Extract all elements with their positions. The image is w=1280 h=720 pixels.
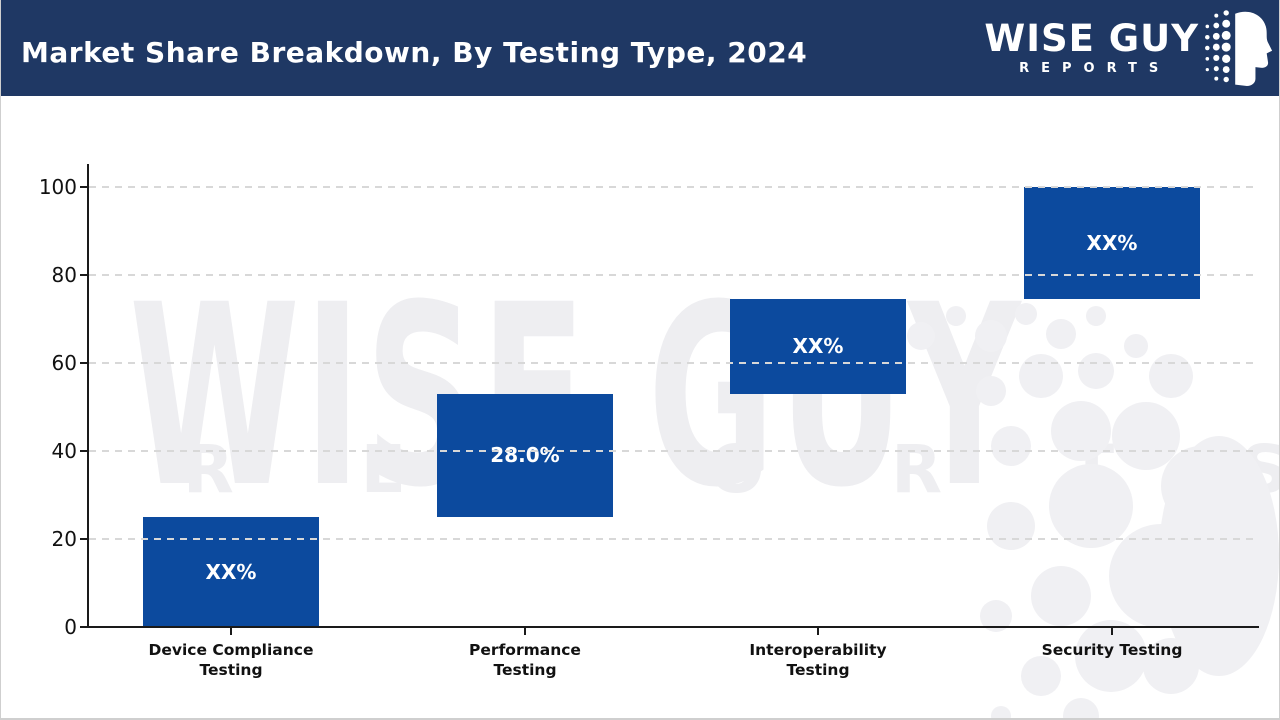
y-tick-mark xyxy=(80,450,88,452)
gridline xyxy=(89,450,1259,452)
wise-guy-reports-logo: WISE GUY REPORTS xyxy=(984,4,1273,92)
x-category-label: Interoperability Testing xyxy=(749,641,887,680)
y-tick-label: 0 xyxy=(64,615,77,639)
bar: XX% xyxy=(1024,187,1200,300)
y-tick-label: 100 xyxy=(38,175,77,199)
gridline xyxy=(89,186,1259,188)
logo-wordmark: WISE GUY xyxy=(984,17,1199,60)
bar-value-label: 28.0% xyxy=(490,443,560,468)
watermark-face-dots xyxy=(839,303,1279,718)
y-tick-label: 20 xyxy=(51,527,77,551)
y-tick-label: 40 xyxy=(51,439,77,463)
x-category-label: Device Compliance Testing xyxy=(148,641,314,680)
y-axis-spine xyxy=(87,164,89,628)
gridline xyxy=(89,274,1259,276)
y-tick-mark xyxy=(80,362,88,364)
x-tick-mark xyxy=(1111,628,1113,635)
gridline xyxy=(89,362,1259,364)
y-tick-label: 60 xyxy=(51,351,77,375)
bar-value-label: XX% xyxy=(1086,231,1138,256)
x-category-label: Security Testing xyxy=(1041,641,1183,659)
x-axis-spine xyxy=(87,626,1259,628)
logo-subtitle: REPORTS xyxy=(1019,61,1171,76)
y-tick-label: 80 xyxy=(51,263,77,287)
gridline xyxy=(89,538,1259,540)
bar: XX% xyxy=(730,299,906,394)
bar-value-label: XX% xyxy=(205,560,257,584)
bar: XX% xyxy=(143,517,319,627)
bar-value-label: XX% xyxy=(792,334,844,359)
logo-face-icon xyxy=(1205,10,1273,86)
x-category-label: Performance Testing xyxy=(469,641,581,680)
y-tick-mark xyxy=(80,186,88,188)
page-title: Market Share Breakdown, By Testing Type,… xyxy=(21,36,808,69)
y-tick-mark xyxy=(80,538,88,540)
x-tick-mark xyxy=(230,628,232,635)
logo-text: WISE GUY REPORTS xyxy=(984,20,1199,76)
x-tick-mark xyxy=(817,628,819,635)
header-banner: Market Share Breakdown, By Testing Type,… xyxy=(1,0,1279,96)
bar: 28.0% xyxy=(437,393,613,517)
y-tick-mark xyxy=(80,274,88,276)
y-tick-mark xyxy=(80,626,88,628)
x-tick-mark xyxy=(524,628,526,635)
